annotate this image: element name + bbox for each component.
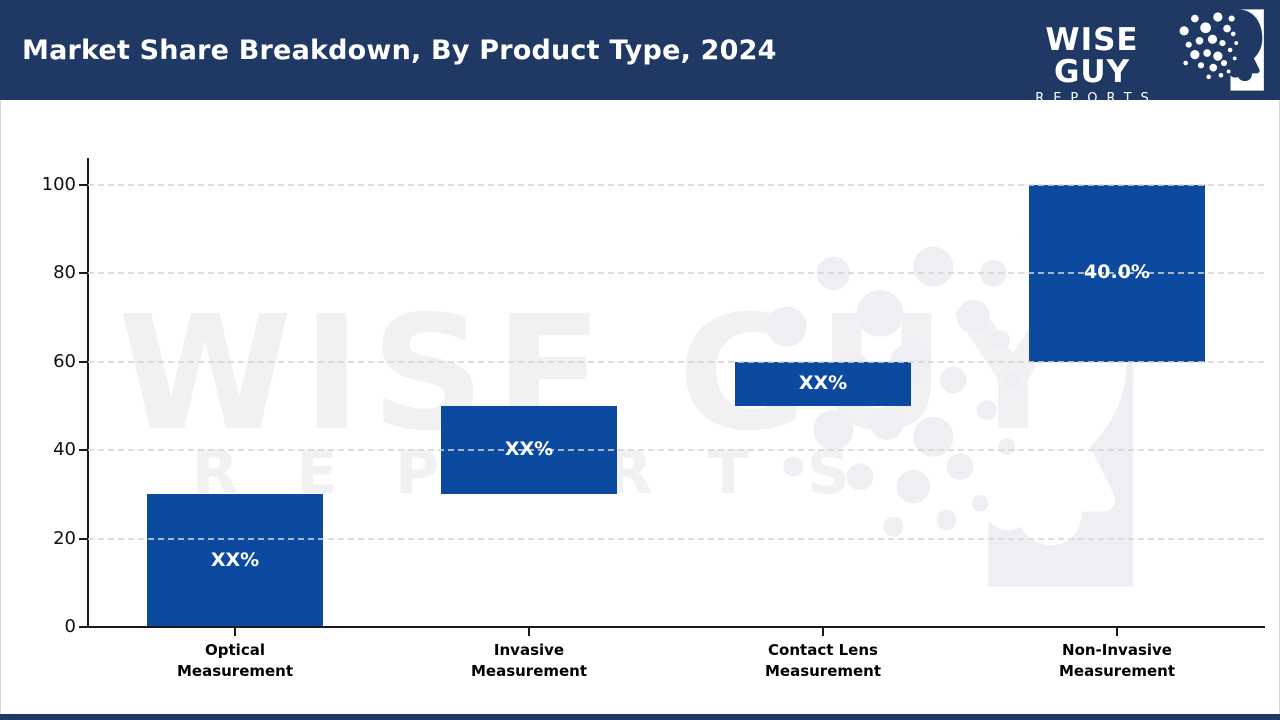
footer-bar (0, 714, 1280, 720)
y-tick-80 (79, 272, 88, 275)
y-tick-label-20: 20 (53, 527, 76, 549)
category-label: Invasive Measurement (470, 641, 588, 680)
bar-segment (147, 494, 323, 627)
category-label: Contact Lens Measurement (764, 641, 882, 680)
logo-text: WISE GUY REPORTS (1012, 24, 1172, 106)
chart-title: Market Share Breakdown, By Product Type,… (22, 34, 777, 66)
x-axis-line (87, 626, 1265, 628)
y-tick-label-100: 100 (41, 174, 76, 195)
x-tick (528, 628, 530, 636)
gridline-100 (88, 184, 1264, 186)
bar-segment (735, 361, 911, 406)
y-tick-20 (79, 537, 88, 540)
y-tick-label-80: 80 (53, 262, 76, 284)
y-tick-100 (79, 184, 88, 186)
logo-reports-text: REPORTS (1035, 91, 1158, 106)
wise-guy-reports-logo: WISE GUY REPORTS (1012, 0, 1272, 106)
gridline-60 (88, 360, 1264, 363)
y-tick-40 (79, 449, 88, 452)
category-label: Optical Measurement (176, 641, 294, 680)
bar-value-label: XX% (210, 548, 260, 571)
logo-dotted-face-icon (1179, 9, 1264, 91)
y-axis-line (87, 158, 89, 628)
bar-value-label: 40.0% (1084, 261, 1150, 284)
y-tick-label-60: 60 (53, 350, 76, 372)
y-tick-0 (79, 626, 88, 628)
watermark-dotted-face (766, 233, 1134, 587)
x-tick (1116, 628, 1118, 636)
header-bar: Market Share Breakdown, By Product Type,… (0, 0, 1280, 106)
gridline-40 (88, 449, 1264, 452)
x-tick (822, 628, 824, 636)
gridline-20 (88, 537, 1264, 540)
y-tick-label-40: 40 (53, 439, 76, 461)
bar-value-label: XX% (504, 438, 554, 461)
category-label: Non-Invasive Measurement (1058, 641, 1176, 680)
logo-wiseguy-text: WISE GUY (1045, 22, 1139, 90)
gridline-80 (88, 272, 1264, 275)
y-tick-60 (79, 360, 88, 363)
bar-value-label: XX% (798, 371, 848, 394)
y-tick-label-0: 0 (64, 616, 76, 637)
x-tick (234, 628, 236, 636)
